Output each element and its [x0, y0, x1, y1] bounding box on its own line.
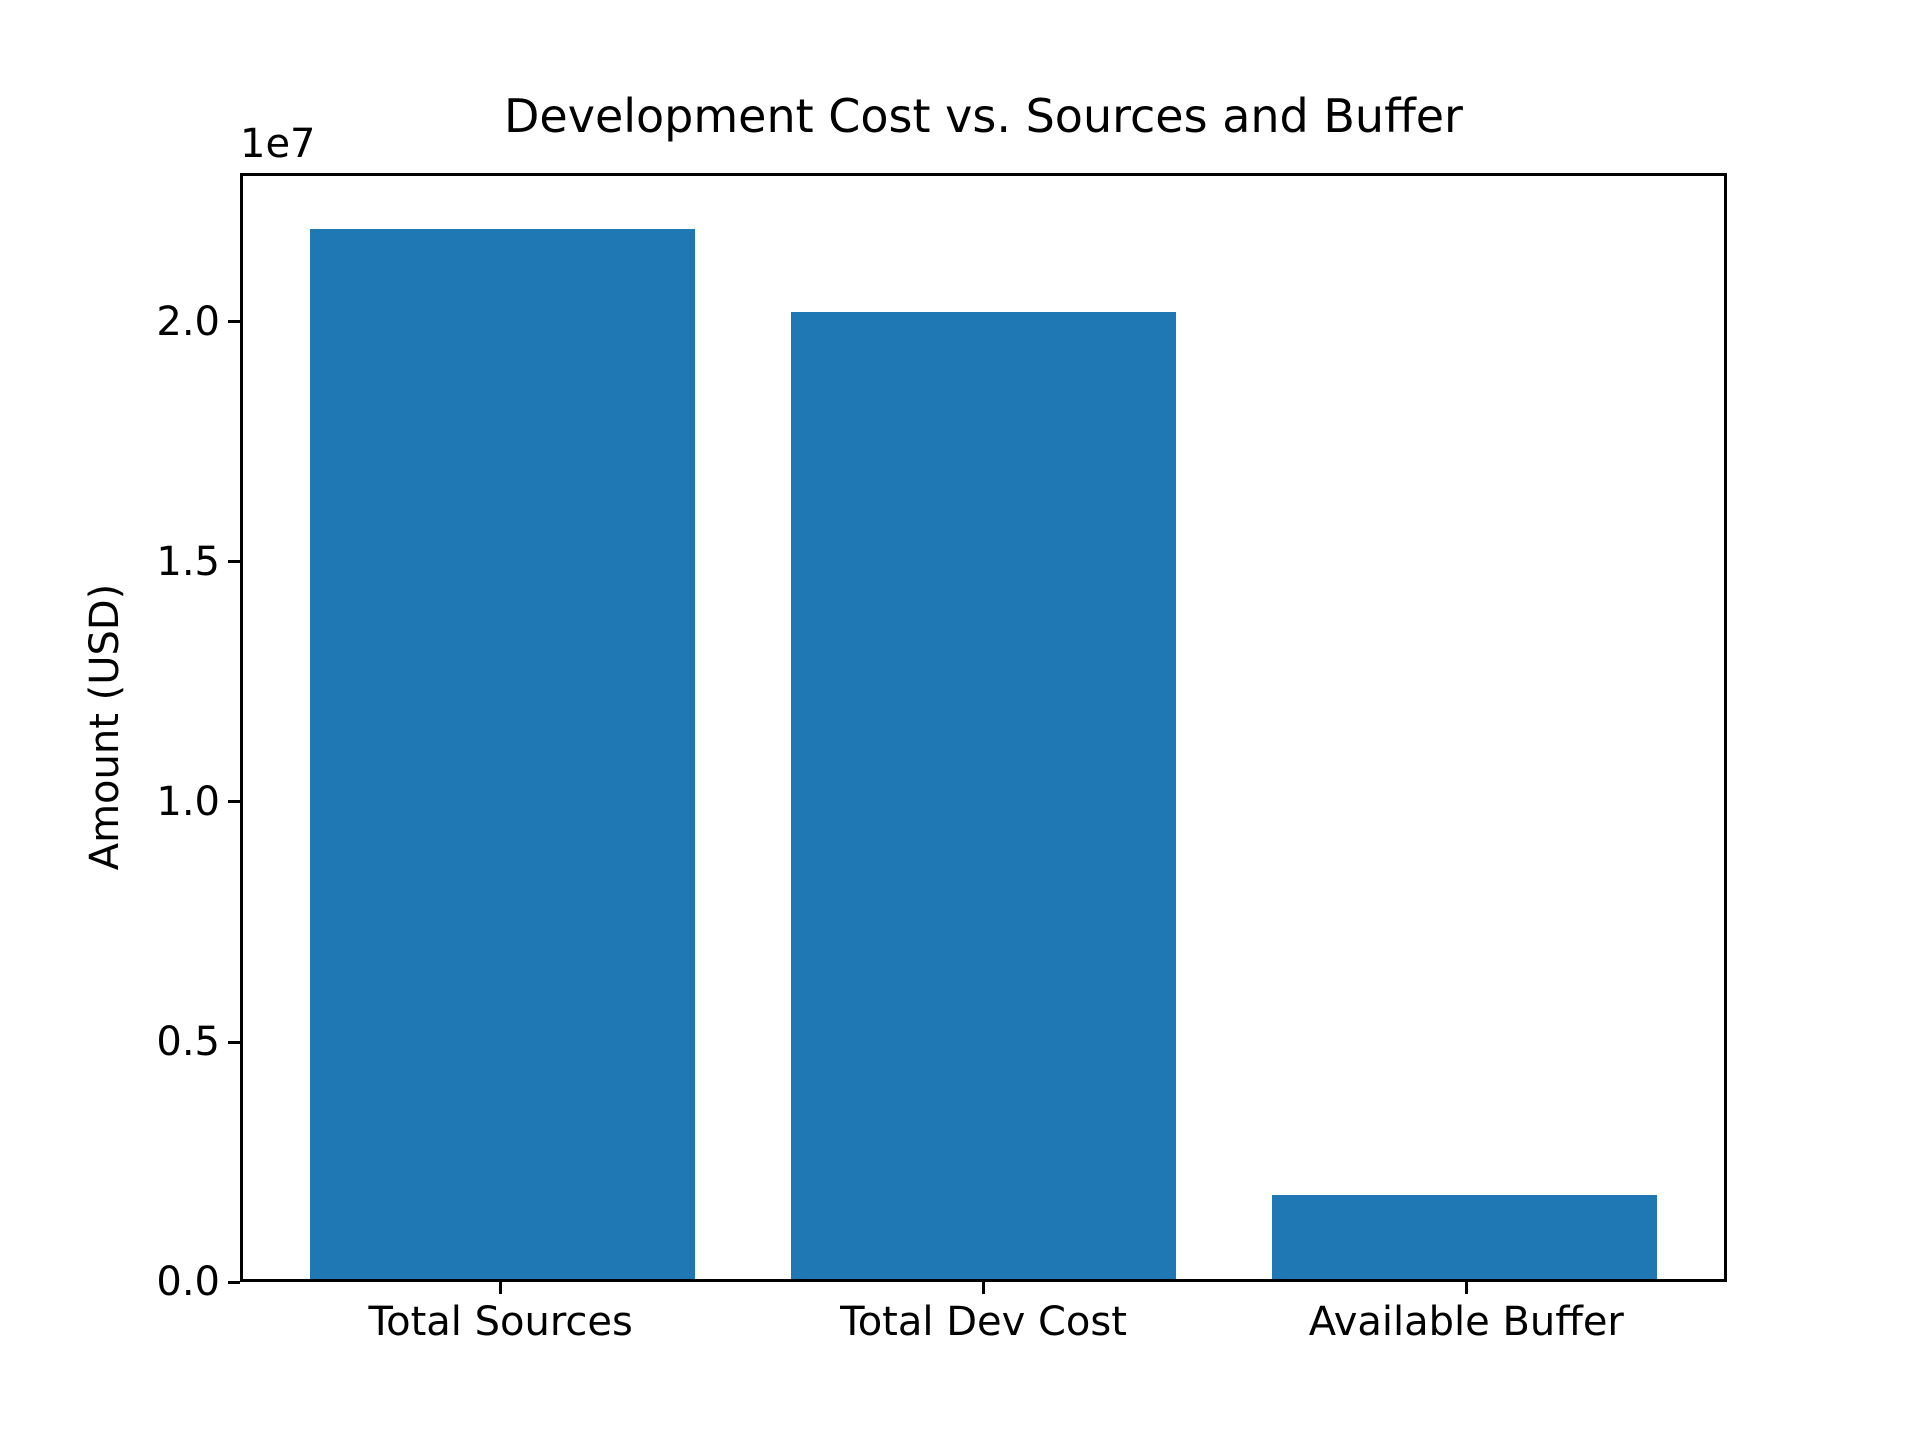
x-tick-label: Total Dev Cost	[840, 1299, 1127, 1345]
x-tick-mark	[499, 1282, 503, 1294]
y-tick-label: 1.0	[156, 778, 220, 825]
bar-total-sources	[310, 228, 695, 1279]
x-tick-mark	[982, 1282, 985, 1294]
y-tick-mark	[228, 560, 240, 564]
y-tick-label: 1.5	[156, 538, 220, 585]
y-axis-offset-text: 1e7	[240, 121, 316, 167]
x-tick-label: Total Sources	[368, 1299, 633, 1345]
chart-title: Development Cost vs. Sources and Buffer	[504, 89, 1463, 143]
y-tick-label: 0.5	[156, 1019, 220, 1065]
y-tick-mark	[228, 800, 240, 804]
y-tick-label: 2.0	[156, 298, 220, 345]
x-tick-label: Available Buffer	[1308, 1299, 1624, 1345]
x-tick-mark	[1464, 1282, 1468, 1294]
y-tick-mark	[228, 1040, 240, 1044]
plot-area	[240, 173, 1727, 1282]
y-axis-label: Amount (USD)	[82, 583, 128, 871]
y-tick-mark	[228, 320, 240, 324]
y-tick-mark	[228, 1280, 240, 1284]
bar-total-dev-cost	[791, 312, 1176, 1279]
bar-available-buffer	[1272, 1195, 1657, 1279]
y-tick-label: 0.0	[156, 1259, 220, 1305]
